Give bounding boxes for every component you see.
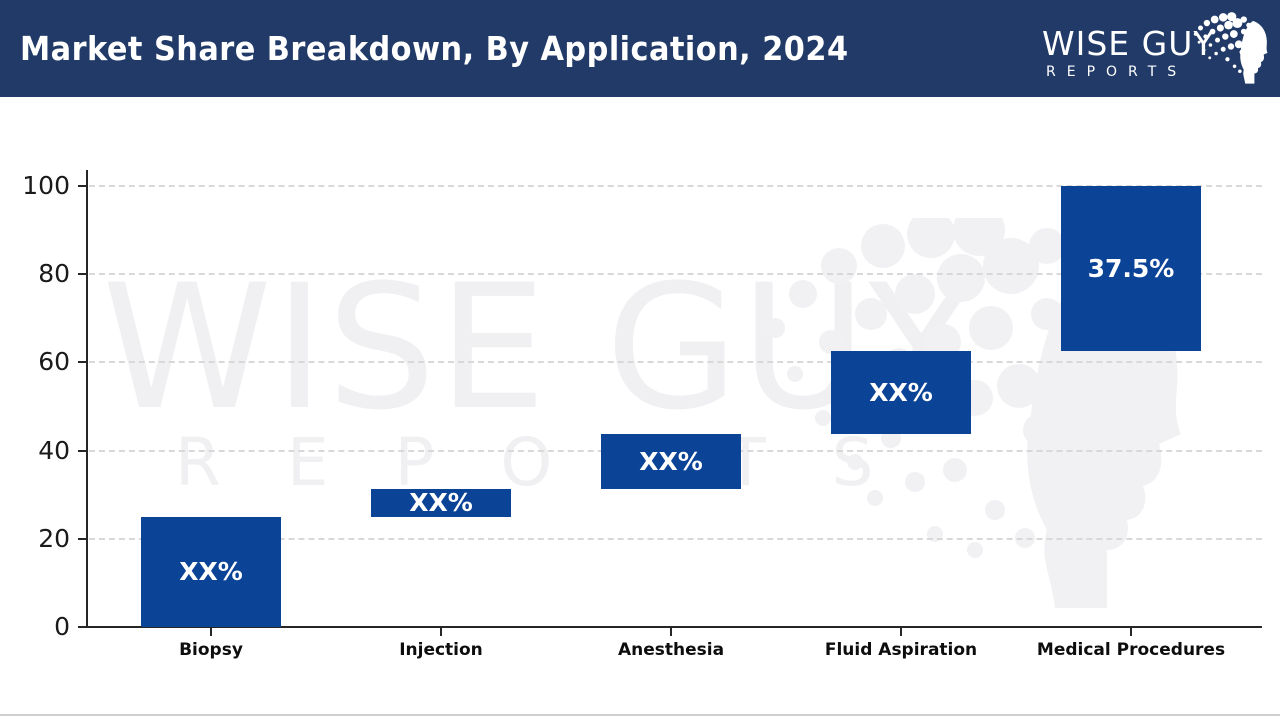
- y-tick-mark: [78, 185, 86, 187]
- x-category-label: Anesthesia: [617, 640, 725, 660]
- logo-wordmark: WISE GUY: [1042, 24, 1215, 63]
- y-tick-mark: [78, 273, 86, 276]
- bar: XX%: [371, 488, 511, 518]
- x-axis-line: [86, 626, 1262, 628]
- bottom-border: [0, 714, 1280, 716]
- x-category-label: Medical Procedures: [1036, 640, 1226, 660]
- y-tick-mark: [78, 449, 86, 452]
- y-axis-line: [86, 170, 88, 628]
- gridline: [89, 361, 1262, 364]
- x-tick-mark: [900, 628, 902, 636]
- y-tick-mark: [78, 537, 86, 540]
- x-category-label: Injection: [399, 640, 483, 660]
- logo: WISE GUY REPORTS: [1022, 4, 1272, 94]
- x-tick-mark: [670, 628, 672, 636]
- bar-value-label: 37.5%: [1087, 254, 1175, 284]
- x-category-label: Fluid Aspiration: [824, 640, 978, 660]
- logo-face-icon: [1193, 12, 1268, 84]
- bar: 37.5%: [1061, 186, 1201, 352]
- y-tick-label: 60: [38, 347, 70, 377]
- x-tick-mark: [1130, 628, 1132, 636]
- y-tick-mark: [78, 626, 86, 628]
- bar-value-label: XX%: [409, 488, 473, 518]
- y-tick-label: 80: [38, 259, 70, 289]
- bar-value-label: XX%: [639, 447, 703, 477]
- y-tick-label: 0: [54, 612, 70, 641]
- y-tick-label: 20: [38, 523, 70, 553]
- bar: XX%: [141, 516, 281, 627]
- logo-reports-label: REPORTS: [1046, 64, 1188, 80]
- header-bar: Market Share Breakdown, By Application, …: [0, 0, 1280, 97]
- x-category-label: Biopsy: [179, 640, 243, 660]
- bar-value-label: XX%: [179, 557, 243, 587]
- x-tick-mark: [440, 628, 442, 636]
- y-tick-label: 100: [22, 171, 70, 200]
- bar: XX%: [601, 434, 741, 490]
- x-tick-mark: [210, 628, 212, 636]
- y-tick-mark: [78, 361, 86, 364]
- gridline: [89, 273, 1262, 276]
- bar-value-label: XX%: [869, 378, 933, 408]
- gridline: [89, 185, 1262, 187]
- y-tick-label: 40: [38, 435, 70, 465]
- watermark-reports: REPORTS: [175, 424, 940, 501]
- gridline: [89, 537, 1262, 540]
- page-title: Market Share Breakdown, By Application, …: [20, 29, 849, 68]
- bar: XX%: [831, 351, 971, 435]
